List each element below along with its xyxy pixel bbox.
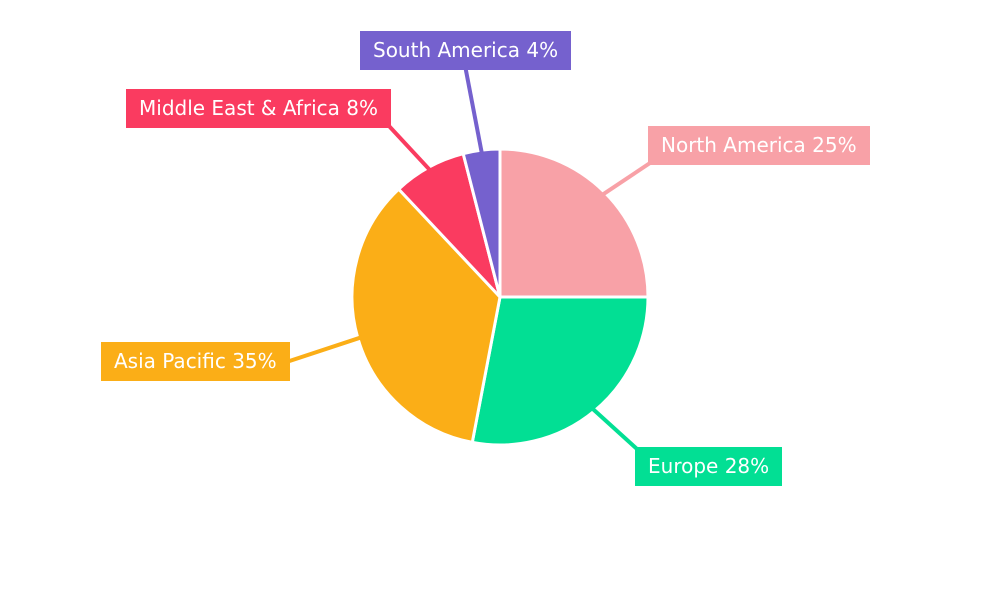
leader-line-south-america [463, 67, 484, 155]
label-europe: Europe 28% [635, 447, 783, 486]
label-asia-pacific: Asia Pacific 35% [101, 342, 290, 381]
leader-line-north-america [600, 161, 652, 197]
leader-line-europe [590, 406, 639, 451]
leader-lines [287, 67, 652, 451]
pie-slice-north-america [498, 147, 650, 299]
label-middle-east-africa: Middle East & Africa 8% [126, 89, 392, 128]
pie-slice-europe [470, 295, 650, 447]
label-north-america: North America 25% [648, 126, 870, 165]
label-south-america: South America 4% [360, 31, 572, 70]
leader-line-asia-pacific [287, 335, 363, 364]
leader-line-middle-east-africa [387, 124, 433, 173]
pie-slices [350, 147, 650, 447]
